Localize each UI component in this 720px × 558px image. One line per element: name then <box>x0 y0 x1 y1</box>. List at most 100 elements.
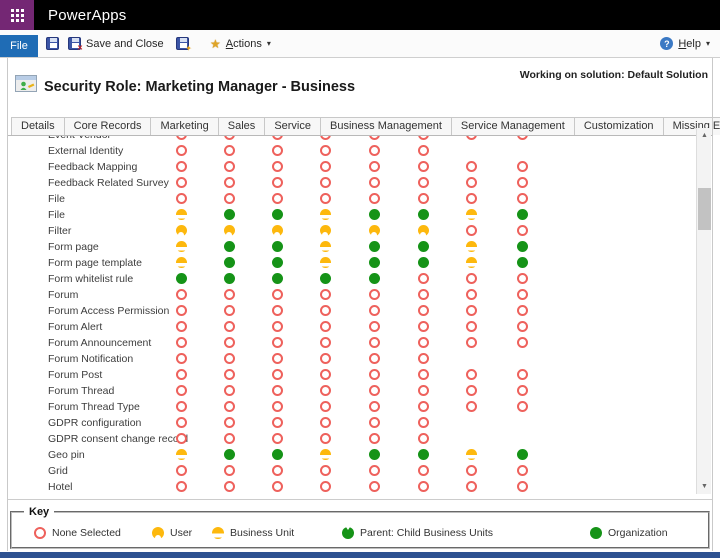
entity-name[interactable]: Forum Thread Type <box>48 401 140 413</box>
privilege-circle-none[interactable] <box>223 385 235 396</box>
entity-name[interactable]: Feedback Related Survey <box>48 177 169 189</box>
privilege-circle-none[interactable] <box>271 321 283 332</box>
privilege-circle-none[interactable] <box>319 401 331 412</box>
privilege-circle-none[interactable] <box>368 305 380 316</box>
privilege-circle-none[interactable] <box>271 369 283 380</box>
privilege-circle-none[interactable] <box>223 136 235 140</box>
privilege-circle-none[interactable] <box>368 433 380 444</box>
privilege-circle-none[interactable] <box>175 481 187 492</box>
privilege-circle-none[interactable] <box>516 273 528 284</box>
privilege-circle-none[interactable] <box>271 177 283 188</box>
entity-name[interactable]: GDPR configuration <box>48 417 142 429</box>
privilege-circle-bu[interactable] <box>319 209 331 220</box>
entity-name[interactable]: Grid <box>48 465 68 477</box>
privilege-circle-none[interactable] <box>223 337 235 348</box>
entity-name[interactable]: Forum <box>48 289 79 301</box>
privilege-circle-none[interactable] <box>175 385 187 396</box>
save-button[interactable] <box>46 30 59 57</box>
privilege-circle-none[interactable] <box>319 145 331 156</box>
privilege-circle-none[interactable] <box>271 145 283 156</box>
privilege-circle-none[interactable] <box>417 161 429 172</box>
privilege-circle-none[interactable] <box>368 161 380 172</box>
entity-name[interactable]: Hotel <box>48 481 73 493</box>
privilege-circle-none[interactable] <box>319 353 331 364</box>
privilege-circle-bu[interactable] <box>465 209 477 220</box>
privilege-circle-none[interactable] <box>465 369 477 380</box>
tab-service[interactable]: Service <box>264 117 321 135</box>
entity-name[interactable]: Forum Notification <box>48 353 134 365</box>
entity-name[interactable]: Geo pin <box>48 449 85 461</box>
privilege-circle-none[interactable] <box>175 417 187 428</box>
entity-name[interactable]: Forum Thread <box>48 385 115 397</box>
privilege-circle-none[interactable] <box>465 161 477 172</box>
privilege-circle-none[interactable] <box>417 433 429 444</box>
privilege-circle-none[interactable] <box>465 289 477 300</box>
privilege-circle-none[interactable] <box>516 136 528 140</box>
privilege-circle-none[interactable] <box>368 401 380 412</box>
privilege-circle-none[interactable] <box>175 177 187 188</box>
entity-name[interactable]: File <box>48 209 65 221</box>
privilege-circle-none[interactable] <box>271 401 283 412</box>
privilege-circle-none[interactable] <box>516 321 528 332</box>
privilege-circle-none[interactable] <box>465 136 477 140</box>
privilege-circle-none[interactable] <box>516 161 528 172</box>
privilege-circle-none[interactable] <box>175 433 187 444</box>
privilege-circle-bu[interactable] <box>465 257 477 268</box>
tab-marketing[interactable]: Marketing <box>150 117 219 135</box>
privilege-circle-none[interactable] <box>223 193 235 204</box>
privilege-circle-none[interactable] <box>368 145 380 156</box>
privilege-circle-none[interactable] <box>465 177 477 188</box>
privilege-circle-none[interactable] <box>223 465 235 476</box>
entity-name[interactable]: Filter <box>48 225 72 237</box>
privilege-circle-none[interactable] <box>175 145 187 156</box>
privilege-circle-user[interactable] <box>223 225 235 236</box>
privilege-circle-org[interactable] <box>271 209 283 220</box>
vertical-scrollbar[interactable]: ▲ ▼ <box>696 128 711 494</box>
privilege-circle-bu[interactable] <box>175 449 187 460</box>
privilege-circle-org[interactable] <box>223 241 235 252</box>
privilege-circle-none[interactable] <box>465 465 477 476</box>
entity-name[interactable]: Forum Post <box>48 369 103 381</box>
privilege-circle-org[interactable] <box>368 257 380 268</box>
privilege-circle-none[interactable] <box>319 417 331 428</box>
privilege-circle-none[interactable] <box>417 465 429 476</box>
privilege-circle-none[interactable] <box>271 193 283 204</box>
privilege-circle-org[interactable] <box>175 273 187 284</box>
privilege-circle-none[interactable] <box>516 337 528 348</box>
privilege-circle-none[interactable] <box>417 353 429 364</box>
privilege-circle-bu[interactable] <box>319 241 331 252</box>
privilege-circle-org[interactable] <box>516 257 528 268</box>
privilege-circle-none[interactable] <box>271 289 283 300</box>
privilege-circle-none[interactable] <box>319 369 331 380</box>
privilege-circle-none[interactable] <box>465 481 477 492</box>
entity-name[interactable]: Feedback Mapping <box>48 161 138 173</box>
scroll-down-button[interactable]: ▼ <box>701 483 708 490</box>
privilege-circle-org[interactable] <box>368 241 380 252</box>
privilege-circle-none[interactable] <box>368 465 380 476</box>
privilege-circle-none[interactable] <box>175 193 187 204</box>
privilege-circle-none[interactable] <box>417 417 429 428</box>
privilege-circle-none[interactable] <box>271 465 283 476</box>
privilege-circle-org[interactable] <box>516 209 528 220</box>
privilege-circle-none[interactable] <box>417 136 429 140</box>
privilege-circle-none[interactable] <box>223 353 235 364</box>
privilege-circle-none[interactable] <box>465 337 477 348</box>
privilege-circle-none[interactable] <box>271 433 283 444</box>
entity-name[interactable]: Forum Alert <box>48 321 103 333</box>
privilege-circle-none[interactable] <box>417 401 429 412</box>
privilege-circle-user[interactable] <box>368 225 380 236</box>
privilege-circle-none[interactable] <box>223 417 235 428</box>
privilege-circle-none[interactable] <box>271 161 283 172</box>
privilege-circle-none[interactable] <box>516 177 528 188</box>
privilege-circle-none[interactable] <box>223 321 235 332</box>
privilege-circle-none[interactable] <box>319 321 331 332</box>
privilege-circle-bu[interactable] <box>319 257 331 268</box>
entity-name[interactable]: Form page <box>48 241 99 253</box>
privilege-circle-none[interactable] <box>175 369 187 380</box>
privilege-circle-none[interactable] <box>516 385 528 396</box>
privilege-circle-org[interactable] <box>417 449 429 460</box>
privilege-circle-bu[interactable] <box>465 241 477 252</box>
privilege-circle-none[interactable] <box>516 481 528 492</box>
privilege-circle-none[interactable] <box>223 177 235 188</box>
privilege-circle-org[interactable] <box>516 449 528 460</box>
